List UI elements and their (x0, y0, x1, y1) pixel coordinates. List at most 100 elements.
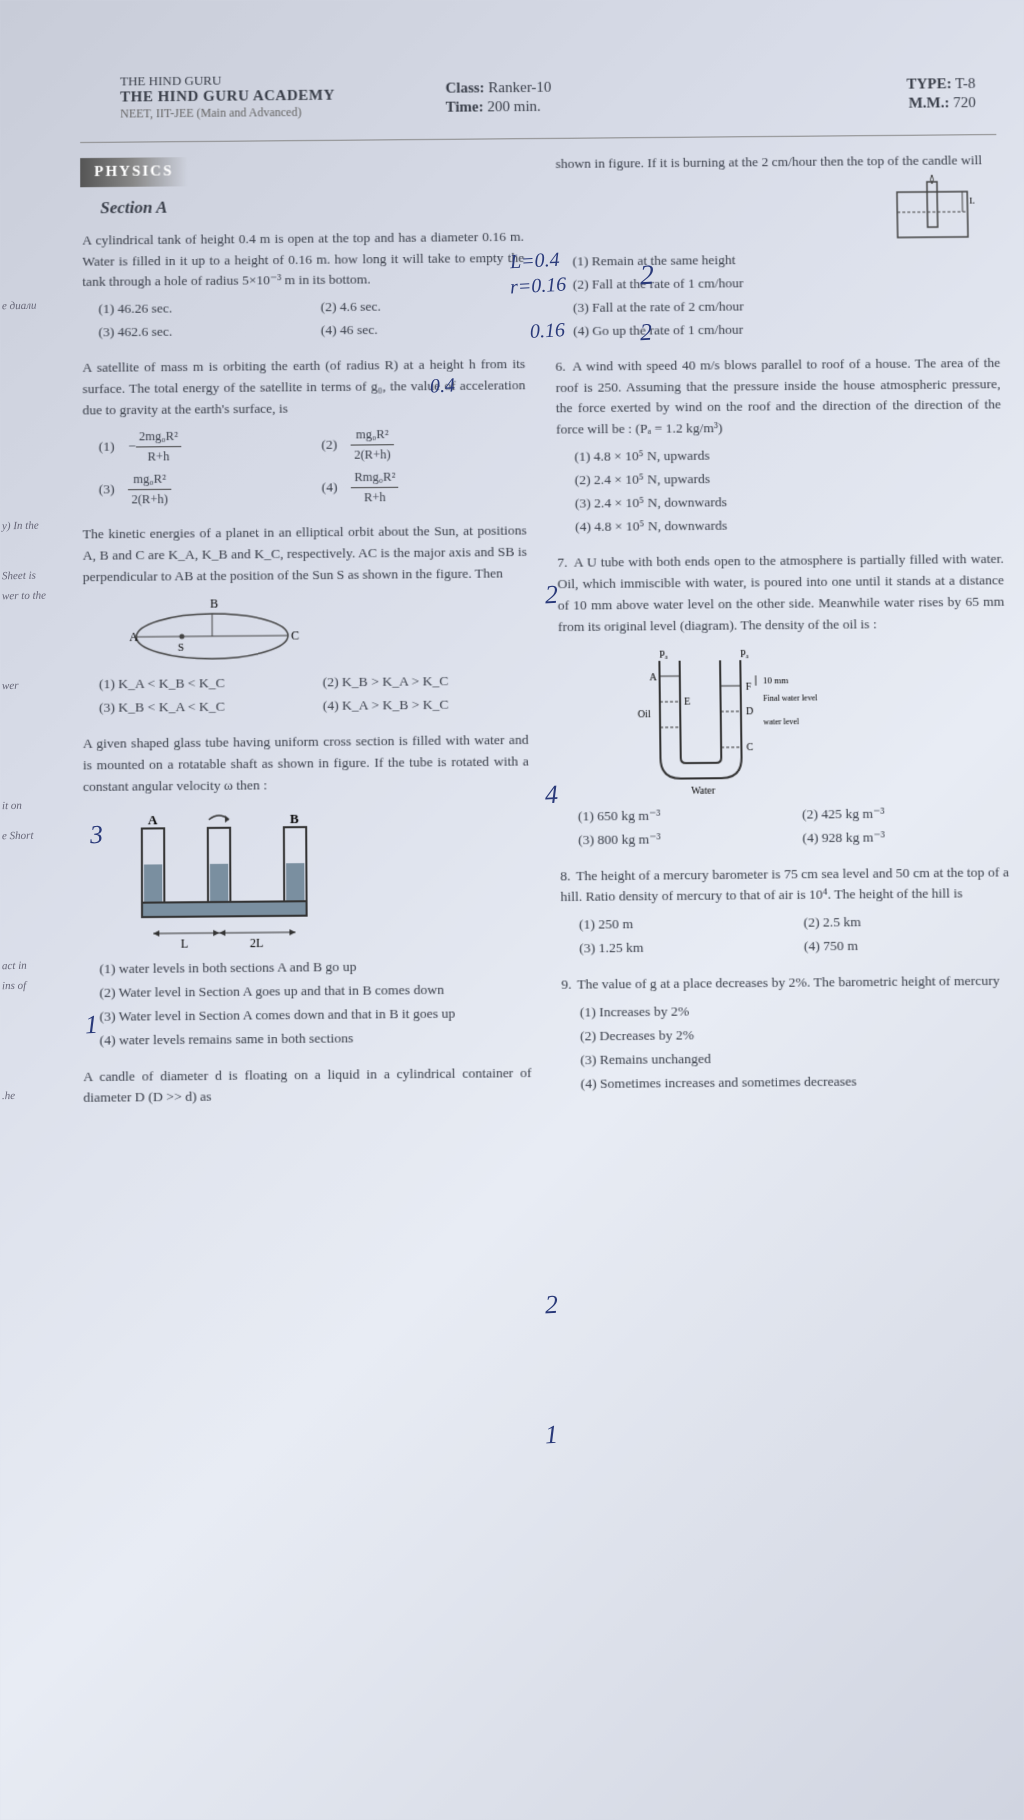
q2o2-bot: 2(R+h) (351, 446, 394, 466)
question-1: A cylindrical tank of height 0.4 m is op… (80, 226, 525, 344)
q6-opt1: (1) 4.8 × 10⁵ N, upwards (574, 443, 1002, 468)
ellipse-label-b: B (210, 597, 218, 611)
utube-label-2l: 2L (250, 935, 264, 950)
hand-ans-q6: 2 (544, 580, 559, 611)
header-block: THE HIND GURU THE HIND GURU ACADEMY NEET… (80, 56, 996, 143)
q2-opt1: (1) −2mg₀R²R+h (99, 426, 304, 468)
hand-ans-q1: 0.4 (429, 374, 455, 398)
hand-ans-q4: 1 (84, 1010, 99, 1041)
q6-num: 6. (555, 358, 565, 373)
q7-opt4: (4) 928 kg m⁻³ (802, 826, 1008, 849)
q8-num: 8. (560, 867, 570, 883)
q1-opt4: (4) 46 sec. (321, 319, 525, 342)
q1-opt2: (2) 4.6 sec. (321, 296, 525, 319)
right-column: shown in figure. If it is burning at the… (553, 150, 1013, 1120)
question-6: 6. A wind with speed 40 m/s blows parall… (555, 352, 1003, 538)
side-note-4: wer (2, 680, 19, 692)
physics-banner: PHYSICS (80, 157, 187, 187)
q7-options: (1) 650 kg m⁻³ (2) 425 kg m⁻³ (3) 800 kg… (578, 802, 1009, 851)
hand-ans-q9: 1 (544, 1420, 559, 1451)
rotating-tube-figure: A B L 2L (111, 806, 335, 952)
q2-opt4: (4) Rmg₀R²R+h (322, 466, 527, 508)
q4-opt1: (1) water levels in both sections A and … (99, 955, 530, 980)
q6-opt3: (3) 2.4 × 10⁵ N, downwards (575, 490, 1003, 515)
q6-opt2: (2) 2.4 × 10⁵ N, upwards (575, 466, 1003, 491)
q6-opt4: (4) 4.8 × 10⁵ N, downwards (575, 513, 1003, 538)
hand-two: 2 (639, 260, 655, 293)
q4-opt3: (3) Water level in Section A comes down … (99, 1002, 531, 1027)
utube-label-a: A (148, 812, 158, 828)
q5-opt4: (4) Go up the rate of 1 cm/hour (573, 317, 1000, 342)
q7-stem: A U tube with both ends open to the atmo… (557, 551, 1004, 634)
ellipse-label-s: S (178, 642, 184, 654)
q9-opt1: (1) Increases by 2% (580, 998, 1012, 1023)
mm-value: 720 (953, 95, 976, 111)
utr-d: D (746, 706, 753, 717)
side-note-7: act in (2, 960, 27, 972)
q7-opt3: (3) 800 kg m⁻³ (578, 828, 784, 851)
q5-continuation: shown in figure. If it is burning at the… (553, 150, 999, 342)
q5-opt1: (1) Remain at the same height (572, 248, 998, 273)
hand-h3: 0.16 (529, 319, 565, 344)
ellipse-label-a: A (129, 630, 138, 644)
hand-two-b: 2 (639, 320, 652, 348)
utr-10mm: 10 mm (763, 675, 789, 685)
class-value: Ranker-10 (488, 80, 551, 97)
section-a-heading: Section A (100, 192, 524, 222)
utr-oil: Oil (638, 709, 651, 720)
type-label: TYPE: (906, 76, 951, 92)
question-7: 7. A U tube with both ends open to the a… (557, 549, 1008, 851)
candle-beaker-figure: L (887, 171, 978, 242)
question-5-partial: A candle of diameter d is floating on a … (81, 1062, 532, 1109)
q1-opt3: (3) 462.6 sec. (98, 321, 302, 344)
q5-options: (1) Remain at the same height (2) Fall a… (572, 248, 999, 342)
q8-opt1: (1) 250 m (579, 913, 786, 936)
side-note-3: wer to the (2, 590, 46, 603)
svg-text:L: L (969, 195, 975, 205)
utube-label-b: B (290, 811, 299, 827)
q2o1-bot: R+h (136, 447, 181, 467)
q2-stem: A satellite of mass m is orbiting the ea… (82, 354, 525, 421)
ellipse-figure: A B C S (121, 595, 303, 668)
q2-opt2: (2) mg₀R²2(R+h) (321, 424, 526, 466)
q4-stem: A given shaped glass tube having uniform… (83, 730, 529, 798)
oil-water-utube-figure: Pₐ Pₐ A (629, 644, 833, 799)
q9-options: (1) Increases by 2% (2) Decreases by 2% … (580, 998, 1013, 1095)
q9-stem: The value of g at a place decreases by 2… (577, 973, 1000, 992)
utr-pa1: Pₐ (659, 649, 668, 660)
side-note-9: .he (2, 1090, 15, 1102)
mm-label: M.M.: (908, 95, 949, 111)
side-note-1: y) In the (2, 520, 39, 533)
q7-num: 7. (557, 555, 567, 570)
q1-options: (1) 46.26 sec. (2) 4.6 sec. (3) 462.6 se… (98, 296, 525, 344)
q3-opt1: (1) K_A < K_B < K_C (99, 672, 304, 695)
q4-opt2: (2) Water level in Section A goes up and… (99, 978, 530, 1003)
q2o3-bot: 2(R+h) (128, 490, 171, 510)
q9-opt2: (2) Decreases by 2% (580, 1022, 1012, 1048)
q8-opt3: (3) 1.25 km (579, 936, 786, 959)
hand-ans-q8: 2 (544, 1290, 559, 1321)
utr-pa2: Pₐ (740, 649, 749, 660)
left-column: PHYSICS Section A A cylindrical tank of … (80, 154, 532, 1124)
q5-partial-stem: A candle of diameter d is floating on a … (83, 1062, 532, 1109)
q7-opt1: (1) 650 kg m⁻³ (578, 804, 784, 827)
header-middle: Class: Ranker-10 Time: 200 min. (405, 77, 691, 120)
q2o3-top: mg₀R² (128, 469, 171, 490)
class-label: Class: (445, 80, 484, 96)
q9-num: 9. (561, 977, 571, 993)
hand-ans-q7: 4 (544, 780, 559, 811)
q4-opt4: (4) water levels remains same in both se… (100, 1026, 532, 1052)
q5-opt2: (2) Fall at the rate of 1 cm/hour (573, 271, 999, 296)
q8-stem: The height of a mercury barometer is 75 … (560, 864, 1009, 905)
utr-wl: water level (763, 717, 800, 727)
hand-ans-q3: 3 (89, 820, 104, 851)
question-8: 8. The height of a mercury barometer is … (560, 862, 1010, 961)
q2o2-top: mg₀R² (351, 425, 394, 446)
utube-label-l: L (181, 936, 188, 951)
time-label: Time: (445, 99, 483, 115)
utr-water: Water (691, 785, 716, 797)
side-note-5: it on (2, 800, 22, 812)
utr-c: C (746, 742, 753, 753)
q1-opt1: (1) 46.26 sec. (98, 298, 302, 321)
q3-opt3: (3) K_B < K_A < K_C (99, 696, 305, 719)
